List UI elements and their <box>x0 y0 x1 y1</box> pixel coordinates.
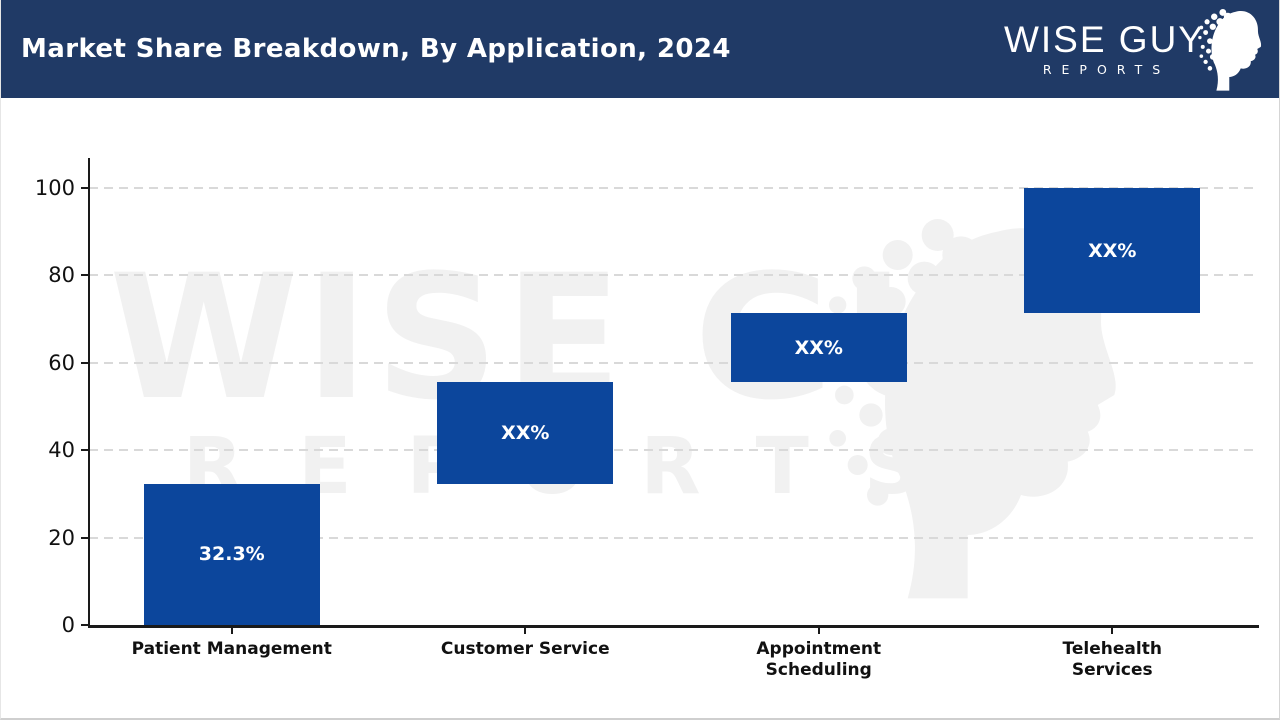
gridline-80 <box>89 274 1259 277</box>
gridline-40 <box>89 449 1259 452</box>
bar-label-customer-service: XX% <box>501 422 550 445</box>
y-tick-20 <box>81 536 88 539</box>
category-label-customer-service: Customer Service <box>440 639 610 659</box>
y-axis <box>88 158 90 625</box>
bar-label-patient-management: 32.3% <box>198 543 265 566</box>
brand-logo-text: WISE GUY REPORTS <box>1004 21 1205 77</box>
x-tick-telehealth-services <box>1111 627 1114 634</box>
y-tick-label-60: 60 <box>48 350 75 375</box>
bar-patient-management <box>143 483 320 625</box>
gridline-100 <box>89 187 1259 189</box>
category-label-patient-management: Patient Management <box>131 639 332 659</box>
bar-label-appointment-scheduling: XX% <box>794 336 843 359</box>
header-bar: Market Share Breakdown, By Application, … <box>1 0 1279 98</box>
y-tick-40 <box>81 449 88 452</box>
brand-subtitle: REPORTS <box>1042 62 1171 77</box>
category-label-appointment-scheduling: Appointment Scheduling <box>756 639 882 680</box>
gridline-20 <box>89 536 1259 539</box>
brand-face-icon <box>1198 9 1262 91</box>
y-tick-label-100: 100 <box>34 176 75 200</box>
y-tick-label-40: 40 <box>48 438 75 463</box>
brand-logo: WISE GUY REPORTS <box>1004 6 1269 92</box>
gridline-60 <box>89 361 1259 364</box>
y-tick-label-80: 80 <box>48 263 75 288</box>
x-tick-customer-service <box>524 627 527 634</box>
y-tick-label-0: 0 <box>61 613 75 637</box>
x-axis <box>88 625 1259 628</box>
bar-label-telehealth-services: XX% <box>1088 239 1137 262</box>
category-label-telehealth-services: Telehealth Services <box>1062 639 1162 680</box>
y-tick-80 <box>81 274 88 277</box>
brand-name: WISE GUY <box>1003 19 1205 60</box>
chart-title: Market Share Breakdown, By Application, … <box>21 34 731 64</box>
x-tick-appointment-scheduling <box>817 627 820 634</box>
y-tick-60 <box>81 361 88 364</box>
x-tick-patient-management <box>230 627 233 634</box>
y-tick-0 <box>81 624 88 626</box>
y-tick-100 <box>81 187 88 189</box>
bar-customer-service <box>437 382 614 484</box>
y-tick-label-20: 20 <box>48 525 75 550</box>
